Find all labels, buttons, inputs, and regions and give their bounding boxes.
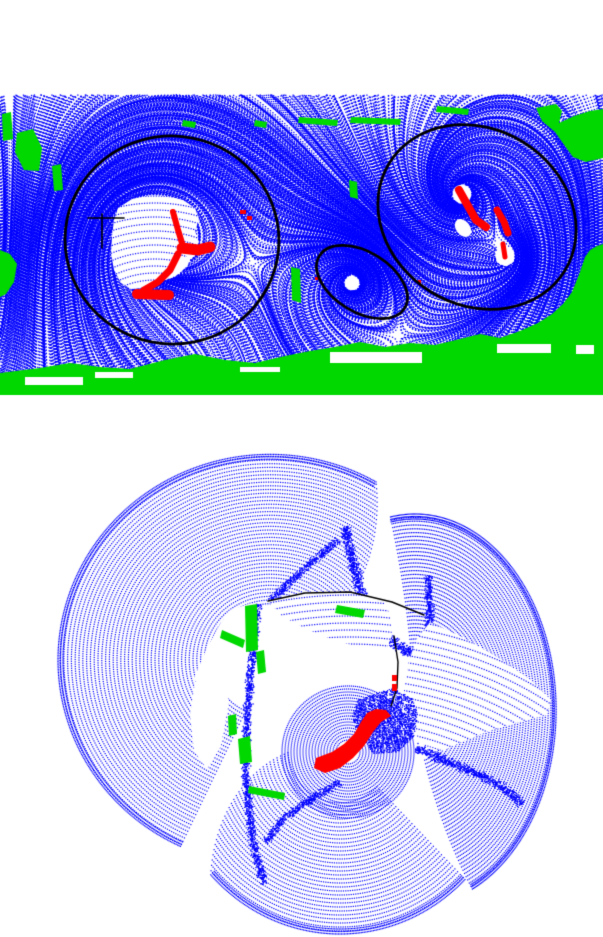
streamline-figure-canvas [0,0,603,937]
figure-root [0,0,603,937]
